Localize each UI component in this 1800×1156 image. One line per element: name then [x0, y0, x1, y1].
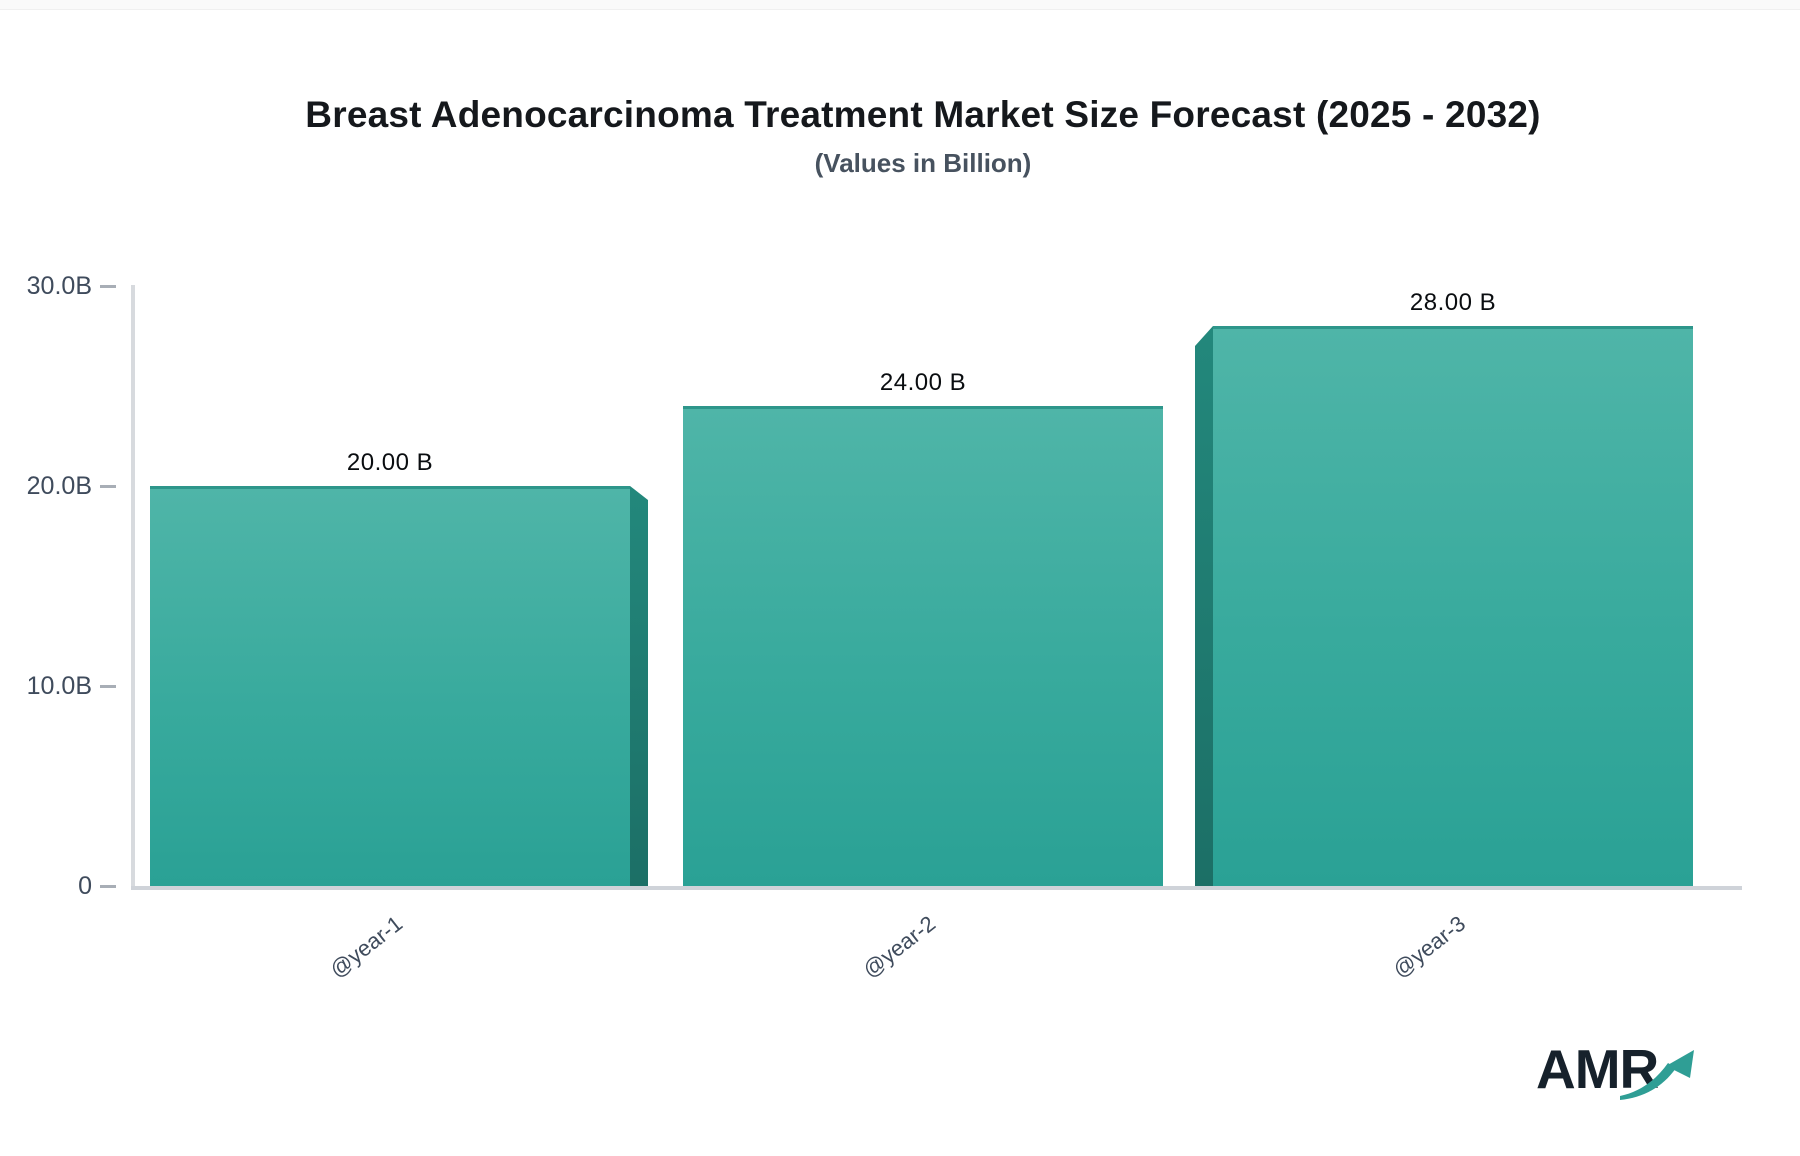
- y-axis-tick-label: 30.0B: [26, 272, 92, 300]
- y-axis-tick: [100, 285, 116, 288]
- bar-@year-1: [150, 486, 630, 886]
- x-axis-label-@year-3: @year-3: [1388, 910, 1471, 983]
- y-axis-tick-label: 10.0B: [26, 672, 92, 700]
- amr-logo-text: AMR: [1536, 1038, 1659, 1100]
- bar-3d-face-@year-3: [1195, 326, 1213, 886]
- y-axis-tick-label: 0: [78, 872, 92, 900]
- bar-@year-3: [1213, 326, 1693, 886]
- chart-title: Breast Adenocarcinoma Treatment Market S…: [305, 94, 1541, 135]
- growth-arrow-icon: [1620, 1050, 1694, 1100]
- bar-value-label: 20.00 B: [346, 449, 434, 476]
- x-axis-line: [131, 886, 1742, 890]
- bar-@year-2: [683, 406, 1163, 886]
- amr-logo: AMR: [1536, 1042, 1736, 1112]
- x-axis-label-@year-1: @year-1: [325, 910, 408, 983]
- y-axis-tick-label: 20.0B: [26, 472, 92, 500]
- y-axis-line: [131, 285, 135, 890]
- bar-3d-face-@year-1: [630, 486, 648, 886]
- bar-value-label: 24.00 B: [879, 369, 967, 396]
- chart-subtitle: (Values in Billion): [814, 148, 1032, 178]
- top-divider: [0, 0, 1800, 10]
- x-axis-label-@year-2: @year-2: [858, 910, 941, 983]
- y-axis-tick: [100, 485, 116, 488]
- y-axis-tick: [100, 685, 116, 688]
- bar-value-label: 28.00 B: [1409, 289, 1497, 316]
- y-axis-tick: [100, 885, 116, 888]
